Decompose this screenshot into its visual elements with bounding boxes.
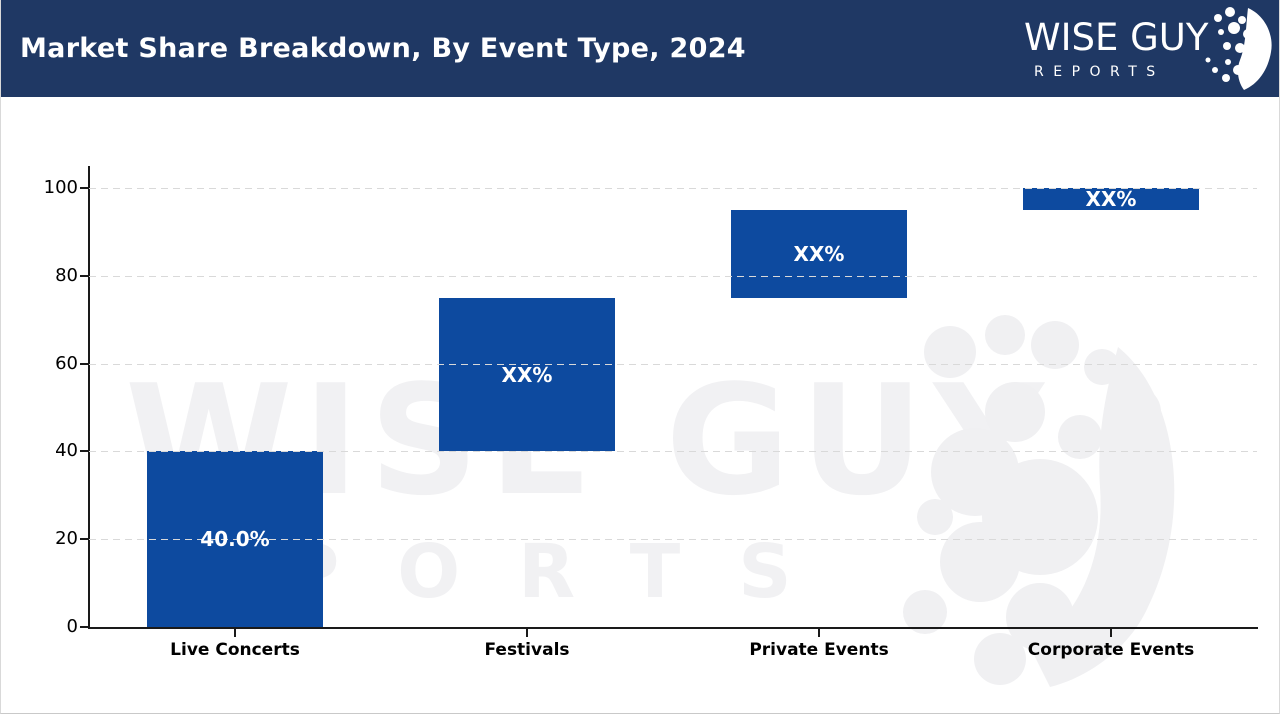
bar-value-label-live-concerts: 40.0% xyxy=(200,527,270,552)
x-tick-label-private-events: Private Events xyxy=(749,640,889,660)
y-tick-mark-0 xyxy=(80,626,88,628)
gridline-20 xyxy=(89,539,1257,541)
page-title: Market Share Breakdown, By Event Type, 2… xyxy=(20,33,746,64)
x-tick-mark-corporate-events xyxy=(1110,629,1112,637)
wise-guy-reports-logo: WISE GUY REPORTS xyxy=(1024,7,1272,90)
watermark-face-dots xyxy=(903,315,1175,687)
x-tick-label-live-concerts: Live Concerts xyxy=(170,640,300,660)
y-tick-mark-80 xyxy=(80,274,88,277)
watermark-text-reports: PORTS xyxy=(285,529,850,615)
logo-wordmark: WISE GUY xyxy=(1024,16,1209,59)
y-tick-label: 80 xyxy=(55,264,78,286)
y-axis-line xyxy=(88,166,90,629)
bar-private-events xyxy=(731,209,907,298)
x-tick-mark-festivals xyxy=(526,629,528,637)
bar-value-label-festivals: XX% xyxy=(501,362,553,387)
y-tick-label: 0 xyxy=(66,616,78,637)
bar-corporate-events xyxy=(1023,187,1199,210)
x-tick-mark-live-concerts xyxy=(234,629,236,637)
bar-festivals xyxy=(439,297,615,452)
bar-value-label-corporate-events: XX% xyxy=(1085,186,1137,211)
x-tick-label-corporate-events: Corporate Events xyxy=(1027,640,1195,660)
gridline-100 xyxy=(89,187,1257,189)
y-tick-mark-60 xyxy=(80,362,88,365)
y-tick-mark-40 xyxy=(80,450,88,453)
logo-subtext: REPORTS xyxy=(1034,64,1165,80)
gridline-60 xyxy=(89,363,1257,365)
x-tick-label-festivals: Festivals xyxy=(484,640,570,660)
gridline-40 xyxy=(89,451,1257,453)
x-tick-mark-private-events xyxy=(818,629,820,637)
y-tick-mark-20 xyxy=(80,538,88,541)
gridline-80 xyxy=(89,275,1257,277)
header-bar: Market Share Breakdown, By Event Type, 2… xyxy=(0,0,1280,97)
y-tick-label: 40 xyxy=(55,440,78,462)
y-tick-label: 100 xyxy=(43,176,78,198)
x-axis-line xyxy=(88,627,1258,629)
bar-live-concerts xyxy=(147,451,323,627)
y-tick-mark-100 xyxy=(80,186,88,189)
y-tick-label: 20 xyxy=(55,528,78,550)
y-tick-label: 60 xyxy=(55,352,78,374)
bar-value-label-private-events: XX% xyxy=(793,241,845,266)
